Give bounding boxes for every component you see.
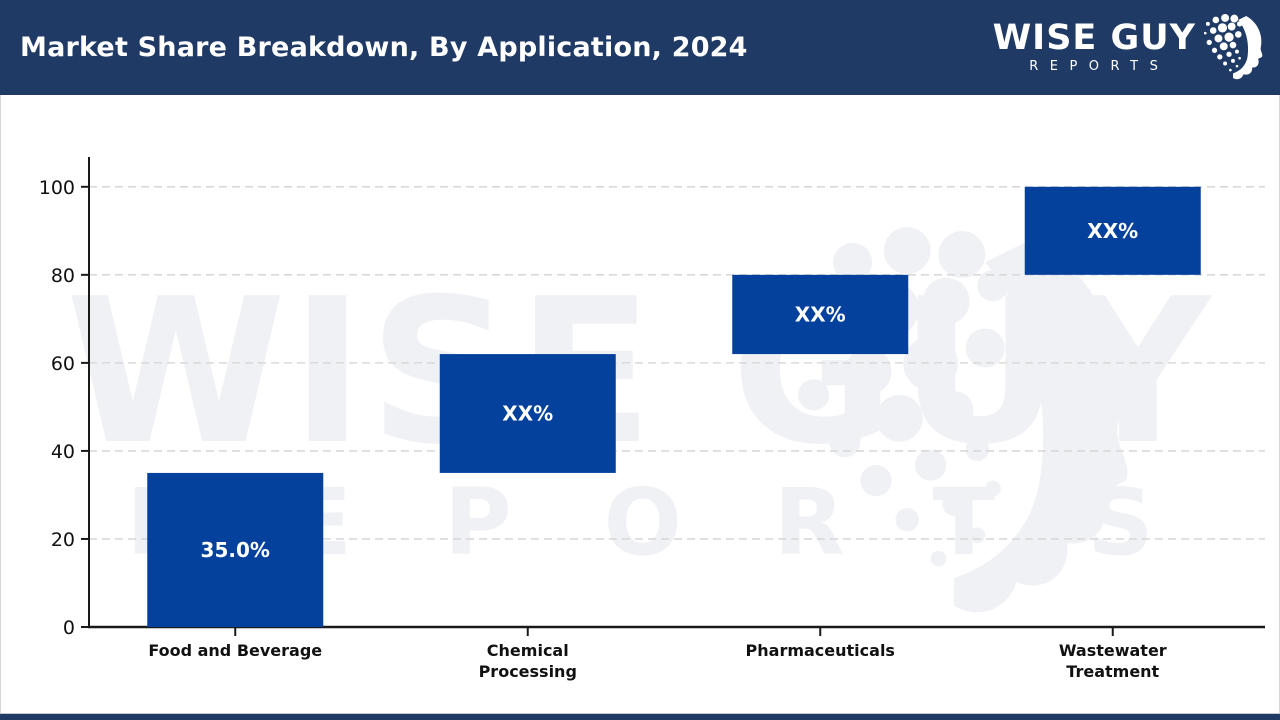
y-tick-label-40: 40 xyxy=(51,441,75,463)
brand-name: WISE GUY xyxy=(992,18,1196,58)
x-tick-label-chemical-processing-1: Processing xyxy=(479,662,577,681)
footer-bar xyxy=(0,713,1280,720)
brand-subtitle: REPORTS xyxy=(1029,59,1170,74)
bar-label-pharmaceuticals: XX% xyxy=(795,302,846,326)
bar-food-and-beverage xyxy=(147,472,324,627)
x-tick-label-pharmaceuticals-0: Pharmaceuticals xyxy=(746,641,895,660)
x-tick-label-chemical-processing-0: Chemical xyxy=(487,641,569,660)
bar-label-wastewater-treatment: XX% xyxy=(1087,219,1138,243)
x-tick-label-wastewater-treatment-1: Treatment xyxy=(1066,662,1159,681)
page-title: Market Share Breakdown, By Application, … xyxy=(20,32,748,63)
brand-logo: WISE GUY REPORTS xyxy=(993,12,1266,84)
y-tick-label-60: 60 xyxy=(51,353,75,375)
brand-face-icon xyxy=(1203,13,1263,79)
brand-logo-text: WISE GUY REPORTS xyxy=(992,18,1196,75)
bar-label-chemical-processing: XX% xyxy=(502,402,553,426)
waterfall-chart: 0 20 40 60 80 100 35.0% Food and Beverage XX% Che… xyxy=(39,157,1265,681)
y-tick-label-80: 80 xyxy=(51,265,75,287)
bar-chemical-processing xyxy=(439,354,616,473)
x-tick-label-wastewater-treatment-0: Wastewater xyxy=(1059,641,1167,660)
chart-area: WISE GUY REPORTS 0 20 40 60 80 100 35.0% Food a… xyxy=(0,95,1280,714)
y-tick-label-20: 20 xyxy=(51,529,75,551)
x-tick-label-food-and-beverage-0: Food and Beverage xyxy=(148,641,322,660)
header: Market Share Breakdown, By Application, … xyxy=(0,0,1280,95)
y-tick-label-100: 100 xyxy=(39,177,75,199)
bar-label-food-and-beverage: 35.0% xyxy=(201,538,270,562)
y-tick-label-0: 0 xyxy=(63,617,75,639)
